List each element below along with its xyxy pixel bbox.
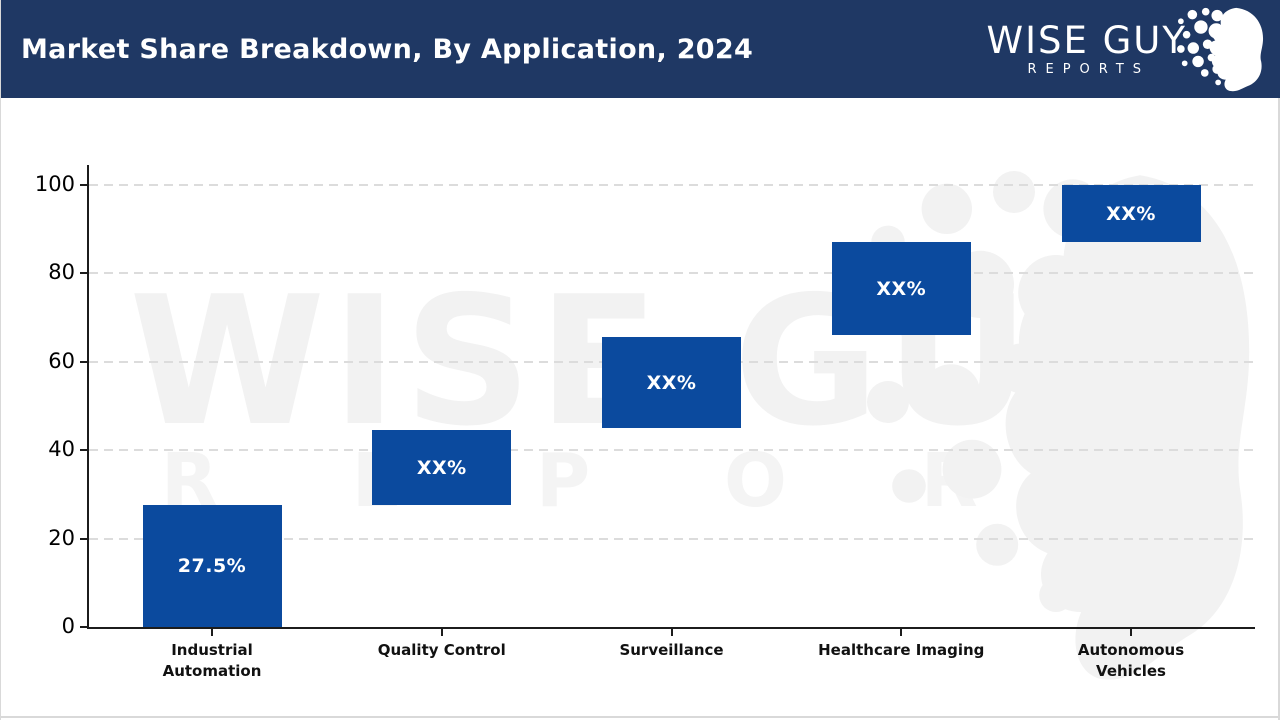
header-banner: Market Share Breakdown, By Application, … bbox=[1, 0, 1280, 98]
x-category-line: Vehicles bbox=[1096, 662, 1166, 680]
x-category-line: Healthcare Imaging bbox=[818, 641, 985, 659]
bar-value-label: 27.5% bbox=[177, 555, 247, 578]
y-tick-40 bbox=[80, 449, 87, 452]
bar-value-label: XX% bbox=[646, 371, 697, 394]
bar-value-label: XX% bbox=[416, 456, 467, 479]
x-category-label: Quality Control bbox=[332, 640, 552, 661]
x-tick-5 bbox=[1130, 629, 1132, 636]
y-tick-0 bbox=[80, 626, 87, 628]
dotted-head-icon bbox=[1177, 7, 1264, 92]
x-tick-1 bbox=[211, 629, 213, 636]
x-category-label: Industrial Automation bbox=[102, 640, 322, 682]
y-tick-label-40: 40 bbox=[48, 437, 75, 462]
y-axis-line bbox=[87, 165, 89, 629]
x-category-line: Autonomous bbox=[1077, 641, 1185, 659]
bar-value-label: XX% bbox=[1106, 202, 1156, 225]
brand-logo-text: WISE GUY REPORTS bbox=[987, 22, 1187, 77]
gridline-20 bbox=[89, 537, 1255, 540]
bar-2: XX% bbox=[372, 430, 512, 506]
page-title: Market Share Breakdown, By Application, … bbox=[21, 33, 754, 65]
y-tick-20 bbox=[80, 537, 87, 540]
bar-5: XX% bbox=[1061, 185, 1201, 243]
x-category-label: Autonomous Vehicles bbox=[1021, 640, 1241, 682]
y-tick-label-0: 0 bbox=[61, 614, 75, 638]
y-tick-label-60: 60 bbox=[48, 348, 75, 373]
brand-name: WISE GUY bbox=[986, 18, 1187, 62]
y-tick-label-100: 100 bbox=[34, 172, 75, 196]
brand-logo: WISE GUY REPORTS bbox=[987, 6, 1280, 92]
x-axis-line bbox=[87, 627, 1255, 629]
gridline-100 bbox=[89, 184, 1255, 186]
x-category-label: Surveillance bbox=[562, 640, 782, 661]
gridline-40 bbox=[89, 449, 1255, 452]
y-tick-60 bbox=[80, 360, 87, 363]
x-tick-2 bbox=[440, 629, 443, 636]
x-tick-4 bbox=[900, 629, 903, 636]
x-category-line: Automation bbox=[162, 662, 262, 680]
y-tick-100 bbox=[80, 184, 87, 186]
watermark-head-icon bbox=[867, 171, 1250, 680]
x-category-line: Surveillance bbox=[619, 641, 724, 659]
gridline-80 bbox=[89, 272, 1255, 275]
bottom-border bbox=[1, 716, 1280, 718]
x-category-line: Quality Control bbox=[377, 641, 506, 659]
x-category-label: Healthcare Imaging bbox=[791, 640, 1011, 661]
bar-value-label: XX% bbox=[876, 277, 927, 300]
y-tick-label-20: 20 bbox=[48, 525, 75, 550]
x-tick-3 bbox=[670, 629, 673, 636]
chart-area: WISE GUY R E P O R T S 02040608010027.5%… bbox=[1, 98, 1280, 718]
bar-1: 27.5% bbox=[142, 505, 282, 627]
y-tick-80 bbox=[80, 272, 87, 275]
bar-3: XX% bbox=[602, 337, 741, 429]
brand-subname: REPORTS bbox=[1027, 61, 1151, 77]
y-tick-label-80: 80 bbox=[48, 260, 75, 285]
bar-4: XX% bbox=[831, 242, 971, 336]
x-category-line: Industrial bbox=[171, 641, 253, 659]
